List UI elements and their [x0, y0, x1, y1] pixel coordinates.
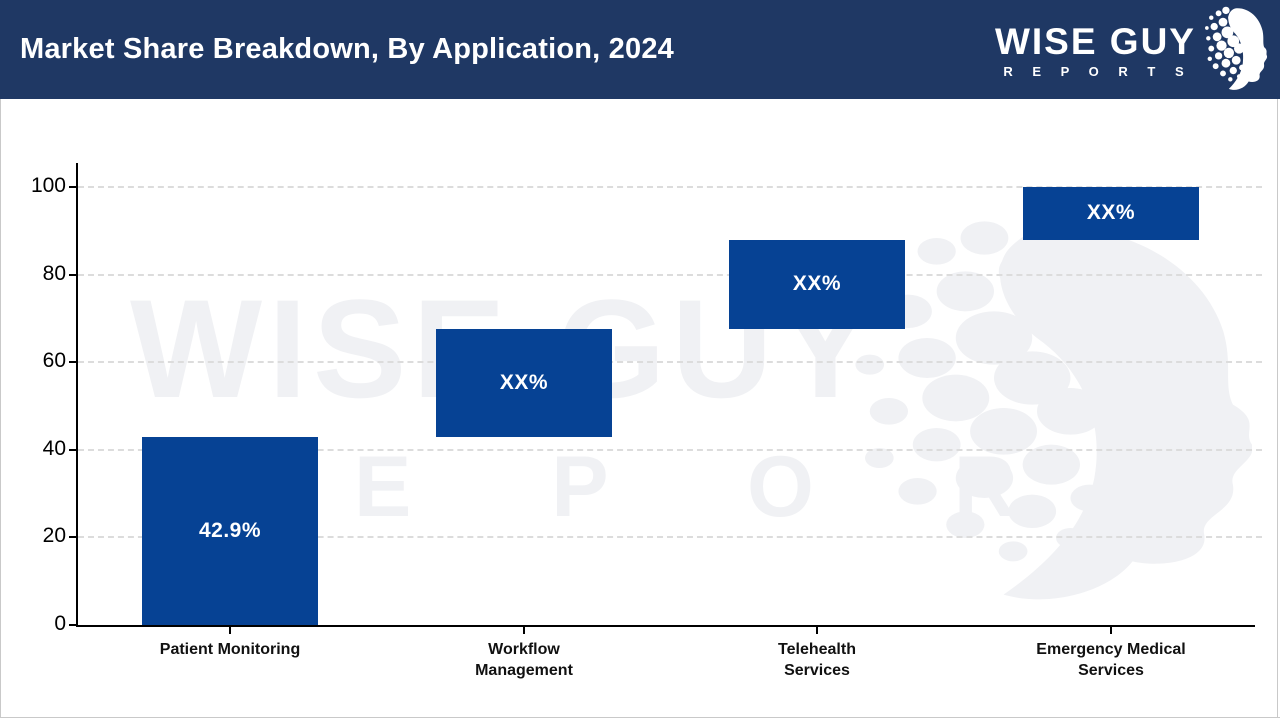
y-axis-line — [76, 163, 78, 627]
y-tick-label-0: 0 — [54, 612, 66, 635]
x-tick-label-telehealth-services: Telehealth Services — [687, 639, 947, 681]
bar-telehealth-services: XX% — [729, 239, 905, 330]
bar-value-label: XX% — [1086, 201, 1136, 225]
bar-patient-monitoring: 42.9% — [142, 437, 318, 625]
y-tick-label-60: 60 — [42, 349, 66, 373]
y-tick-label-80: 80 — [42, 261, 66, 285]
bar-value-label: XX% — [499, 371, 549, 395]
y-tick-label-100: 100 — [30, 174, 66, 197]
x-tick-label-line: Emergency Medical — [1036, 641, 1186, 658]
x-tick-label-line: Management — [475, 662, 573, 679]
left-border — [0, 99, 1, 717]
x-tick-label-line: Workflow — [488, 641, 560, 658]
header-bar: Market Share Breakdown, By Application, … — [0, 0, 1280, 99]
y-gridline-40 — [78, 448, 1262, 451]
y-gridline-20 — [78, 536, 1262, 539]
logo-wordmark: WISE GUY — [994, 20, 1196, 62]
x-tick-label-line: Telehealth — [778, 641, 856, 658]
x-tick-label-line: Services — [1078, 662, 1144, 679]
y-tick-mark-80 — [69, 273, 78, 276]
y-tick-mark-40 — [69, 448, 78, 451]
wiseguy-face-icon — [1205, 6, 1268, 90]
bar-emergency-medical-services: XX% — [1023, 187, 1199, 240]
x-tick-label-workflow-management: Workflow Management — [394, 639, 654, 681]
y-gridline-80 — [78, 273, 1262, 276]
y-tick-mark-60 — [69, 361, 78, 364]
x-tick-mark-emergency-medical-services — [1110, 626, 1112, 634]
wiseguy-logo: WISE GUY R E P O R T S — [995, 6, 1270, 94]
bar-value-label: XX% — [792, 272, 842, 296]
x-tick-label-line: Services — [784, 662, 850, 679]
y-tick-mark-20 — [69, 536, 78, 539]
x-axis-line — [76, 625, 1255, 627]
right-border — [1277, 99, 1278, 717]
y-tick-label-40: 40 — [42, 436, 66, 460]
y-gridline-100 — [78, 186, 1262, 188]
x-tick-mark-workflow-management — [523, 626, 525, 634]
x-tick-label-emergency-medical-services: Emergency Medical Services — [981, 639, 1241, 681]
y-gridline-60 — [78, 361, 1262, 364]
x-tick-mark-telehealth-services — [816, 626, 818, 634]
logo-subtitle: R E P O R T S — [1003, 63, 1192, 79]
bar-workflow-management: XX% — [436, 329, 612, 438]
y-tick-label-20: 20 — [42, 524, 66, 548]
bottom-border — [0, 717, 1280, 718]
y-tick-mark-100 — [69, 186, 78, 188]
x-tick-mark-patient-monitoring — [229, 626, 231, 634]
x-tick-label-line: Patient Monitoring — [159, 641, 301, 658]
bar-value-label: 42.9% — [198, 519, 262, 543]
y-tick-mark-0 — [69, 624, 78, 626]
page-title: Market Share Breakdown, By Application, … — [20, 33, 674, 65]
x-tick-label-patient-monitoring: Patient Monitoring — [100, 639, 360, 660]
logo-text: WISE GUY R E P O R T S — [994, 20, 1196, 79]
